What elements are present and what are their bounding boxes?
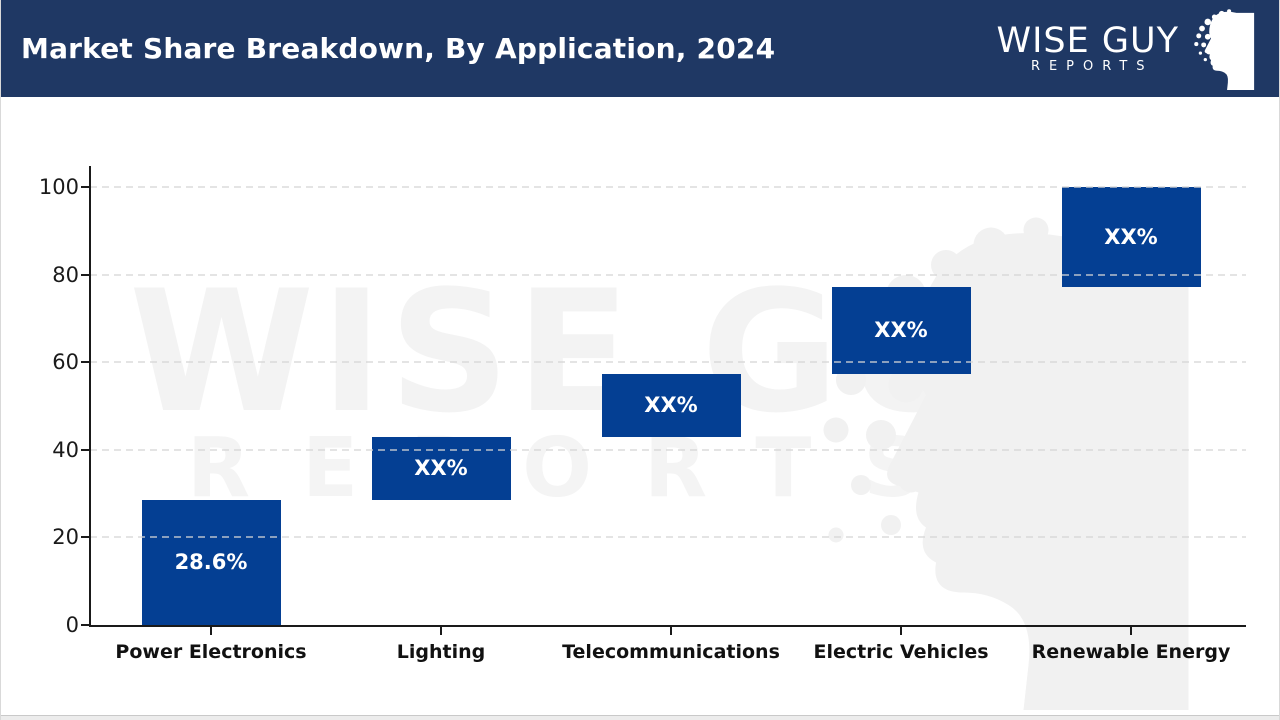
bar-telecommunications: XX% <box>601 374 741 437</box>
bottom-border <box>1 715 1279 720</box>
y-tick-100 <box>81 186 89 188</box>
bar-renewable-energy: XX% <box>1061 187 1201 287</box>
y-tick-20 <box>81 536 89 539</box>
gridline-40 <box>90 448 1246 451</box>
chart-title: Market Share Breakdown, By Application, … <box>21 32 776 65</box>
brand-subname: REPORTS <box>1030 58 1154 74</box>
y-tick-60 <box>81 361 89 364</box>
header-bar: Market Share Breakdown, By Application, … <box>1 0 1279 97</box>
x-tick-3 <box>670 627 672 635</box>
bar-electric-vehicles: XX% <box>831 286 971 375</box>
category-label-lighting: Lighting <box>396 641 486 663</box>
bar-value-label: XX% <box>644 393 698 418</box>
bar-value-label: 28.6% <box>174 550 248 575</box>
brand-face-icon <box>1194 8 1255 90</box>
y-tick-40 <box>81 448 89 451</box>
y-tick-label-40: 40 <box>52 437 79 462</box>
y-tick-label-60: 60 <box>52 350 79 375</box>
y-tick-label-20: 20 <box>52 525 79 550</box>
bar-power-electronics: 28.6% <box>141 499 281 625</box>
bar-value-label: XX% <box>874 318 928 343</box>
x-axis-line <box>89 625 1246 627</box>
x-tick-1 <box>210 627 212 635</box>
x-tick-4 <box>900 627 902 635</box>
brand-logo-text: WISE GUY REPORTS <box>996 23 1179 75</box>
category-label-power-electronics: Power Electronics <box>115 641 307 663</box>
bar-lighting: XX% <box>371 436 511 500</box>
y-tick-label-80: 80 <box>52 262 79 287</box>
x-tick-2 <box>440 627 442 635</box>
gridline-100 <box>90 186 1246 188</box>
brand-name: WISE GUY <box>996 20 1179 61</box>
gridline-60 <box>90 361 1246 364</box>
gridline-80 <box>90 273 1246 276</box>
brand-logo: WISE GUY REPORTS <box>996 8 1279 90</box>
y-tick-80 <box>81 273 89 276</box>
category-label-renewable-energy: Renewable Energy <box>1031 641 1231 663</box>
bar-value-label: XX% <box>414 456 468 481</box>
category-label-electric-vehicles: Electric Vehicles <box>813 641 989 663</box>
y-tick-label-0: 0 <box>65 613 79 637</box>
bar-value-label: XX% <box>1104 224 1158 249</box>
y-tick-label-100: 100 <box>38 175 79 199</box>
category-label-telecommunications: Telecommunications <box>562 641 780 663</box>
gridline-20 <box>90 536 1246 539</box>
y-tick-0 <box>81 624 89 626</box>
x-tick-5 <box>1130 627 1132 635</box>
watermark-text-reports: REPORTS <box>187 421 975 516</box>
y-axis-line <box>89 166 91 627</box>
